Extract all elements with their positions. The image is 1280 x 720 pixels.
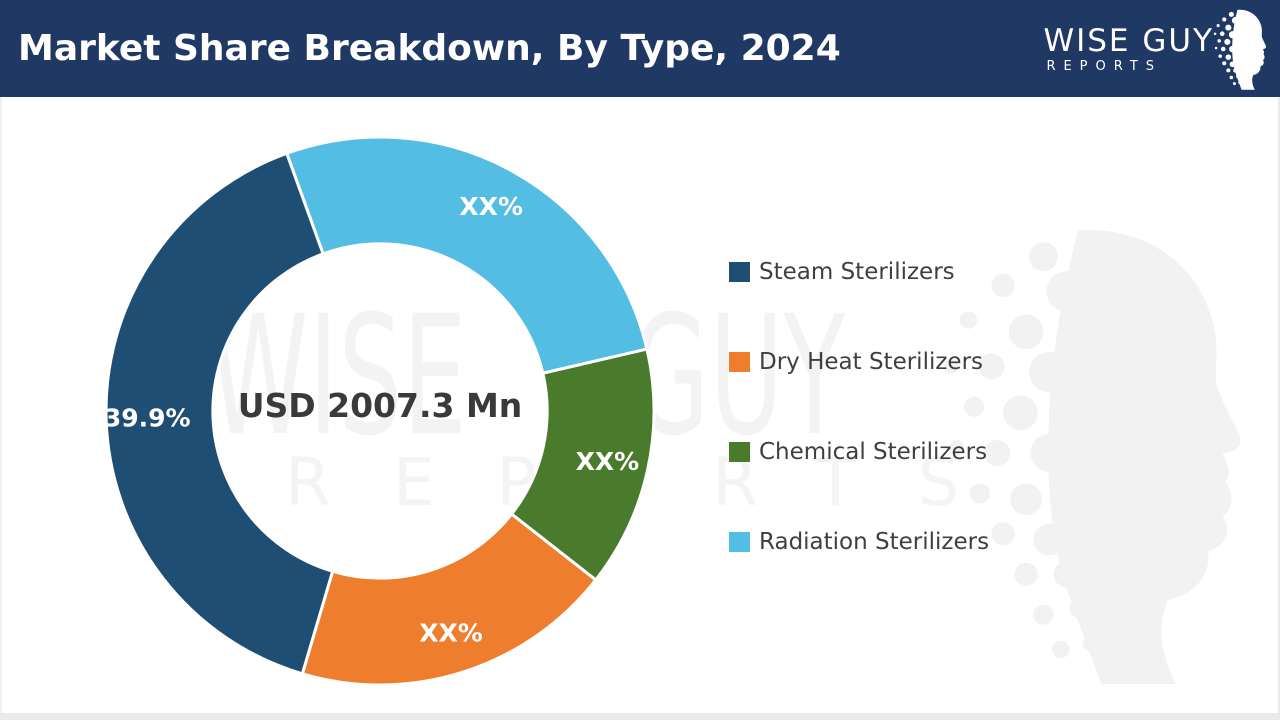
legend-swatch bbox=[729, 532, 750, 552]
legend-item-steam-sterilizers: Steam Sterilizers bbox=[729, 252, 989, 292]
pie-segment-steam-sterilizers bbox=[104, 151, 335, 676]
logo-subtitle: REPORTS bbox=[1046, 59, 1163, 75]
legend-label: Steam Sterilizers bbox=[759, 259, 955, 285]
page-bottom-strip bbox=[0, 713, 1280, 720]
legend-item-chemical-sterilizers: Chemical Sterilizers bbox=[729, 432, 989, 472]
segment-label-chemical-sterilizers: XX% bbox=[576, 447, 640, 476]
legend-swatch bbox=[729, 352, 750, 372]
pie-segment-dry-heat-sterilizers bbox=[300, 512, 598, 687]
legend-item-dry-heat-sterilizers: Dry Heat Sterilizers bbox=[729, 342, 989, 382]
legend-label: Chemical Sterilizers bbox=[759, 439, 988, 465]
logo-wordmark: WISE GUY bbox=[1043, 22, 1214, 59]
wiseguy-face-icon bbox=[1210, 8, 1266, 90]
pie-segment-radiation-sterilizers bbox=[285, 135, 649, 375]
legend-label: Dry Heat Sterilizers bbox=[759, 349, 984, 375]
legend-label: Radiation Sterilizers bbox=[759, 529, 990, 555]
legend-item-radiation-sterilizers: Radiation Sterilizers bbox=[729, 522, 989, 562]
logo-text: WISE GUY REPORTS bbox=[1043, 24, 1214, 74]
page-left-edge bbox=[0, 97, 2, 720]
page-right-edge bbox=[1278, 97, 1280, 720]
page-title: Market Share Breakdown, By Type, 2024 bbox=[18, 28, 841, 69]
wiseguy-logo: WISE GUY REPORTS bbox=[1043, 4, 1266, 94]
legend-swatch bbox=[729, 262, 750, 282]
segment-label-radiation-sterilizers: XX% bbox=[459, 192, 523, 221]
donut-chart: XX% XX% XX% 39.9% bbox=[104, 135, 656, 687]
legend: Steam Sterilizers Dry Heat Sterilizers C… bbox=[729, 252, 989, 612]
donut-center-label: USD 2007.3 Mn bbox=[237, 386, 523, 425]
segment-label-dry-heat-sterilizers: XX% bbox=[419, 618, 483, 647]
legend-swatch bbox=[729, 442, 750, 462]
segment-label-steam-sterilizers: 39.9% bbox=[104, 404, 191, 433]
header: Market Share Breakdown, By Type, 2024 WI… bbox=[0, 0, 1280, 97]
